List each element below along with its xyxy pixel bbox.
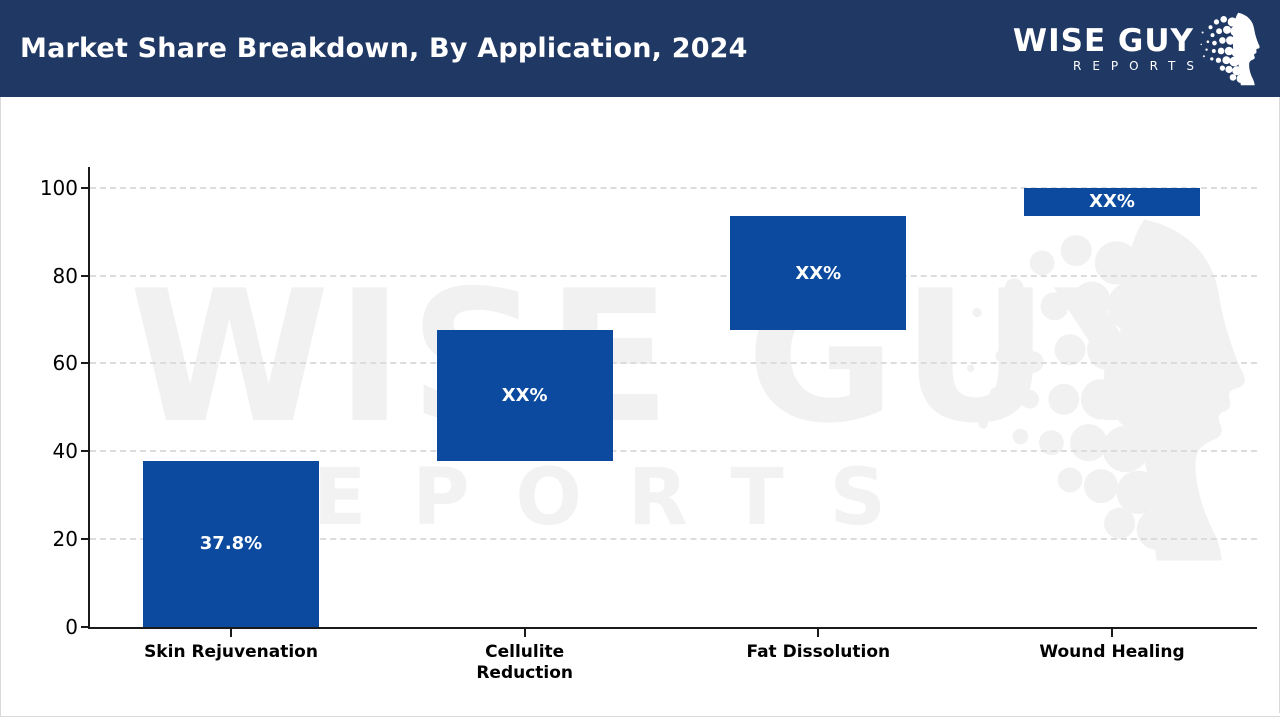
bar-cellulite-reduction: XX% xyxy=(436,330,613,461)
x-axis-line xyxy=(88,627,1257,629)
x-category-label-skin-rejuvenation: Skin Rejuvenation xyxy=(144,642,318,662)
header: Market Share Breakdown, By Application, … xyxy=(0,0,1280,97)
y-tick-mark xyxy=(81,538,90,541)
x-category-label-wound-healing: Wound Healing xyxy=(1039,642,1185,662)
x-tick-mark xyxy=(523,629,526,637)
bar-value-label-skin-rejuvenation: 37.8% xyxy=(199,533,263,555)
y-tick-mark xyxy=(81,626,90,628)
page-title: Market Share Breakdown, By Application, … xyxy=(20,33,748,64)
frame-bottom-gap xyxy=(1,713,1280,716)
bar-fat-dissolution: XX% xyxy=(730,216,907,331)
y-tick-mark xyxy=(81,186,90,189)
y-tick-label: 60 xyxy=(52,351,78,376)
plot: 0 20 40 60 80 100 37.8% XX% XX% XX% Skin Rejuvenat… xyxy=(1,97,1280,717)
y-tick-mark xyxy=(81,362,90,365)
logo-subtitle: REPORTS xyxy=(1072,58,1205,73)
gridline-60 xyxy=(90,362,1257,365)
bar-value-label-fat-dissolution: XX% xyxy=(795,262,842,284)
bar-wound-healing: XX% xyxy=(1024,187,1200,217)
logo-wordmark: WISE GUY xyxy=(1012,22,1194,59)
x-category-label-fat-dissolution: Fat Dissolution xyxy=(746,642,891,662)
wise-guy-logo: WISE GUY REPORTS xyxy=(1013,11,1262,87)
y-tick-label: 20 xyxy=(52,527,78,552)
gridline-20 xyxy=(90,538,1257,541)
x-tick-mark xyxy=(1111,629,1113,637)
bar-skin-rejuvenation: 37.8% xyxy=(143,460,319,627)
gridline-100 xyxy=(90,186,1257,189)
y-axis-line xyxy=(88,167,90,629)
chart-area: WISE GUY REPORTS 0 20 40 60 80 100 37.8% XX% XX%… xyxy=(0,97,1280,717)
bar-value-label-cellulite-reduction: XX% xyxy=(501,385,548,407)
y-tick-label: 0 xyxy=(65,615,78,639)
x-tick-mark xyxy=(230,629,232,637)
x-tick-mark xyxy=(817,629,820,637)
logo-text: WISE GUY REPORTS xyxy=(1013,24,1194,74)
logo-face-icon xyxy=(1200,12,1260,85)
y-tick-label: 100 xyxy=(39,175,78,200)
y-tick-mark xyxy=(81,274,90,277)
gridline-80 xyxy=(90,274,1257,277)
y-tick-mark xyxy=(81,450,90,453)
gridline-40 xyxy=(90,450,1257,453)
bar-value-label-wound-healing: XX% xyxy=(1089,191,1135,213)
x-category-label-cellulite-reduction: Cellulite Reduction xyxy=(476,642,574,683)
y-tick-label: 40 xyxy=(52,439,78,464)
y-tick-label: 80 xyxy=(52,263,78,288)
